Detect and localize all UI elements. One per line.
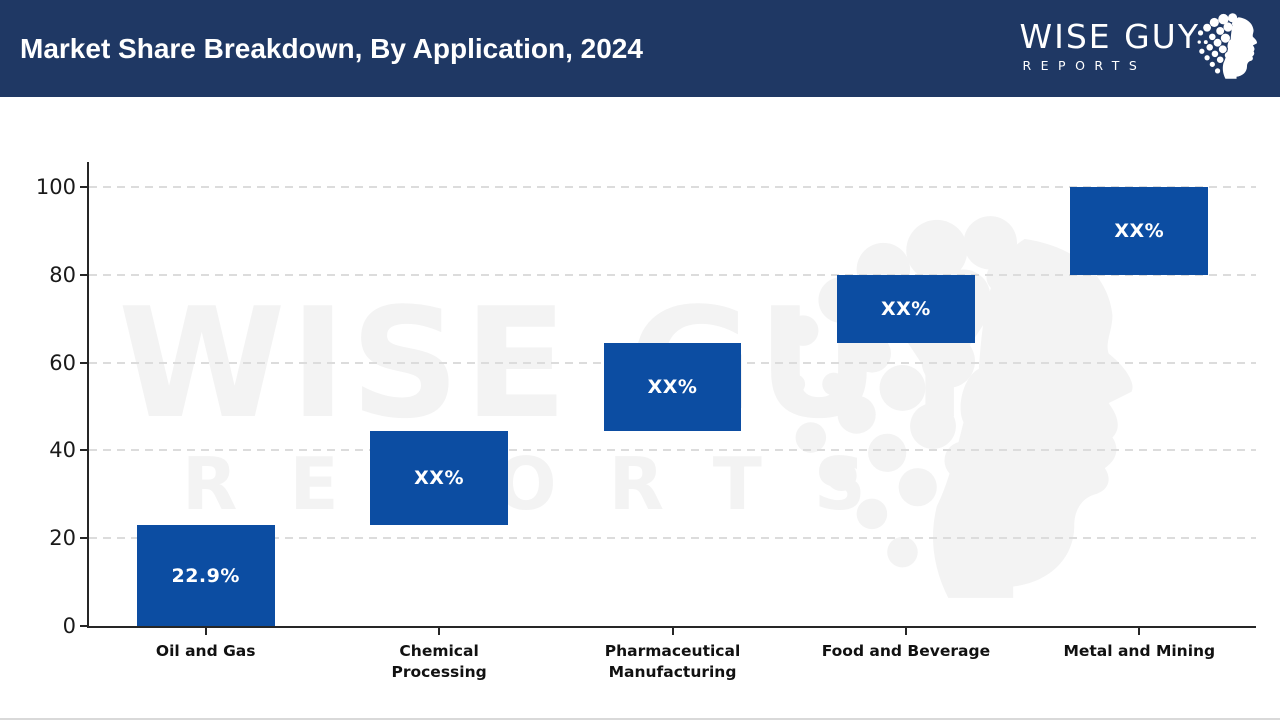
category-label: Oil and Gas xyxy=(155,642,256,660)
gridline xyxy=(89,537,1256,540)
x-tick-mark xyxy=(671,628,674,635)
brand-logo-text: WISE GUY REPORTS xyxy=(1019,17,1200,74)
bar-1: 22.9% xyxy=(136,525,275,626)
y-tick-label: 80 xyxy=(49,262,76,287)
y-tick-label: 20 xyxy=(49,526,76,551)
brand-subtitle: REPORTS xyxy=(1022,58,1147,73)
y-tick-mark xyxy=(80,537,88,540)
bar-3: XX% xyxy=(603,342,742,431)
x-tick-mark xyxy=(904,628,907,635)
x-tick-mark xyxy=(204,628,207,635)
category-label: Metal and Mining xyxy=(1063,642,1216,660)
y-tick-mark xyxy=(80,185,88,188)
bottom-rule xyxy=(0,718,1280,720)
gridline xyxy=(89,273,1256,276)
x-axis xyxy=(87,626,1256,628)
y-tick-mark xyxy=(80,449,88,452)
chart-area: WISE GUY REPORTS 0 20 40 60 80 100 22.9% Oil an… xyxy=(0,97,1280,720)
bar-value-label: XX% xyxy=(880,297,931,320)
x-tick-mark xyxy=(1138,628,1141,635)
y-tick-mark xyxy=(80,273,88,276)
gridline xyxy=(89,449,1256,452)
brand-logo: WISE GUY REPORTS xyxy=(1019,6,1266,86)
y-axis xyxy=(87,162,89,628)
category-label: Chemical Processing xyxy=(391,642,487,681)
watermark-subtitle-text: REPORTS xyxy=(182,442,918,526)
bar-5: XX% xyxy=(1070,186,1209,275)
y-tick-label: 60 xyxy=(49,350,76,375)
bar-4: XX% xyxy=(837,274,975,343)
bar-value-label: XX% xyxy=(414,467,464,490)
y-tick-mark xyxy=(80,361,88,364)
y-tick-mark xyxy=(80,625,88,627)
y-tick-label: 100 xyxy=(35,174,76,199)
bar-value-label: XX% xyxy=(1114,219,1165,242)
bar-value-label: XX% xyxy=(647,375,698,398)
gridline xyxy=(89,185,1256,188)
category-label: Food and Beverage xyxy=(821,642,991,660)
brand-name: WISE GUY xyxy=(1019,17,1200,56)
header: Market Share Breakdown, By Application, … xyxy=(0,0,1280,97)
x-tick-mark xyxy=(438,628,441,635)
category-label: Pharmaceutical Manufacturing xyxy=(604,642,741,681)
y-tick-label: 0 xyxy=(62,614,76,638)
brand-face-icon xyxy=(1197,13,1257,79)
bar-value-label: 22.9% xyxy=(171,564,240,587)
bar-2: XX% xyxy=(370,430,508,526)
y-tick-label: 40 xyxy=(49,438,76,463)
page-title: Market Share Breakdown, By Application, … xyxy=(20,32,643,64)
